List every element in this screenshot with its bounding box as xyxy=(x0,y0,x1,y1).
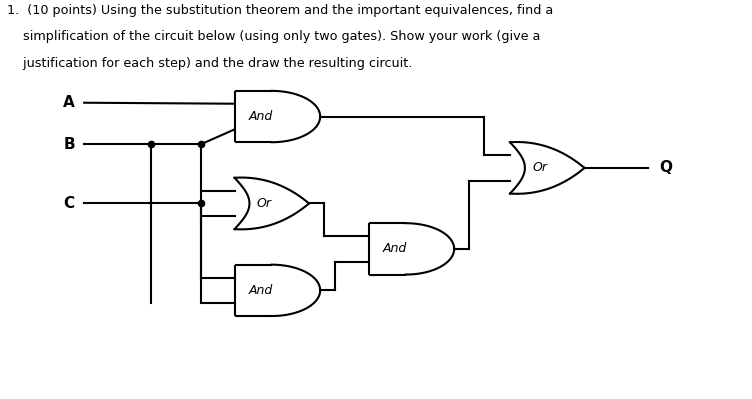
Text: justification for each step) and the draw the resulting circuit.: justification for each step) and the dra… xyxy=(8,57,413,69)
Text: And: And xyxy=(248,284,273,297)
Text: Or: Or xyxy=(257,197,271,210)
Text: And: And xyxy=(383,242,407,255)
Text: Or: Or xyxy=(532,162,547,174)
Text: Q: Q xyxy=(659,160,672,176)
Text: And: And xyxy=(248,110,273,123)
Text: 1.  (10 points) Using the substitution theorem and the important equivalences, f: 1. (10 points) Using the substitution th… xyxy=(8,4,553,17)
Text: B: B xyxy=(63,137,75,152)
Text: C: C xyxy=(64,196,75,211)
Text: simplification of the circuit below (using only two gates). Show your work (give: simplification of the circuit below (usi… xyxy=(8,30,541,43)
Text: A: A xyxy=(63,95,75,110)
